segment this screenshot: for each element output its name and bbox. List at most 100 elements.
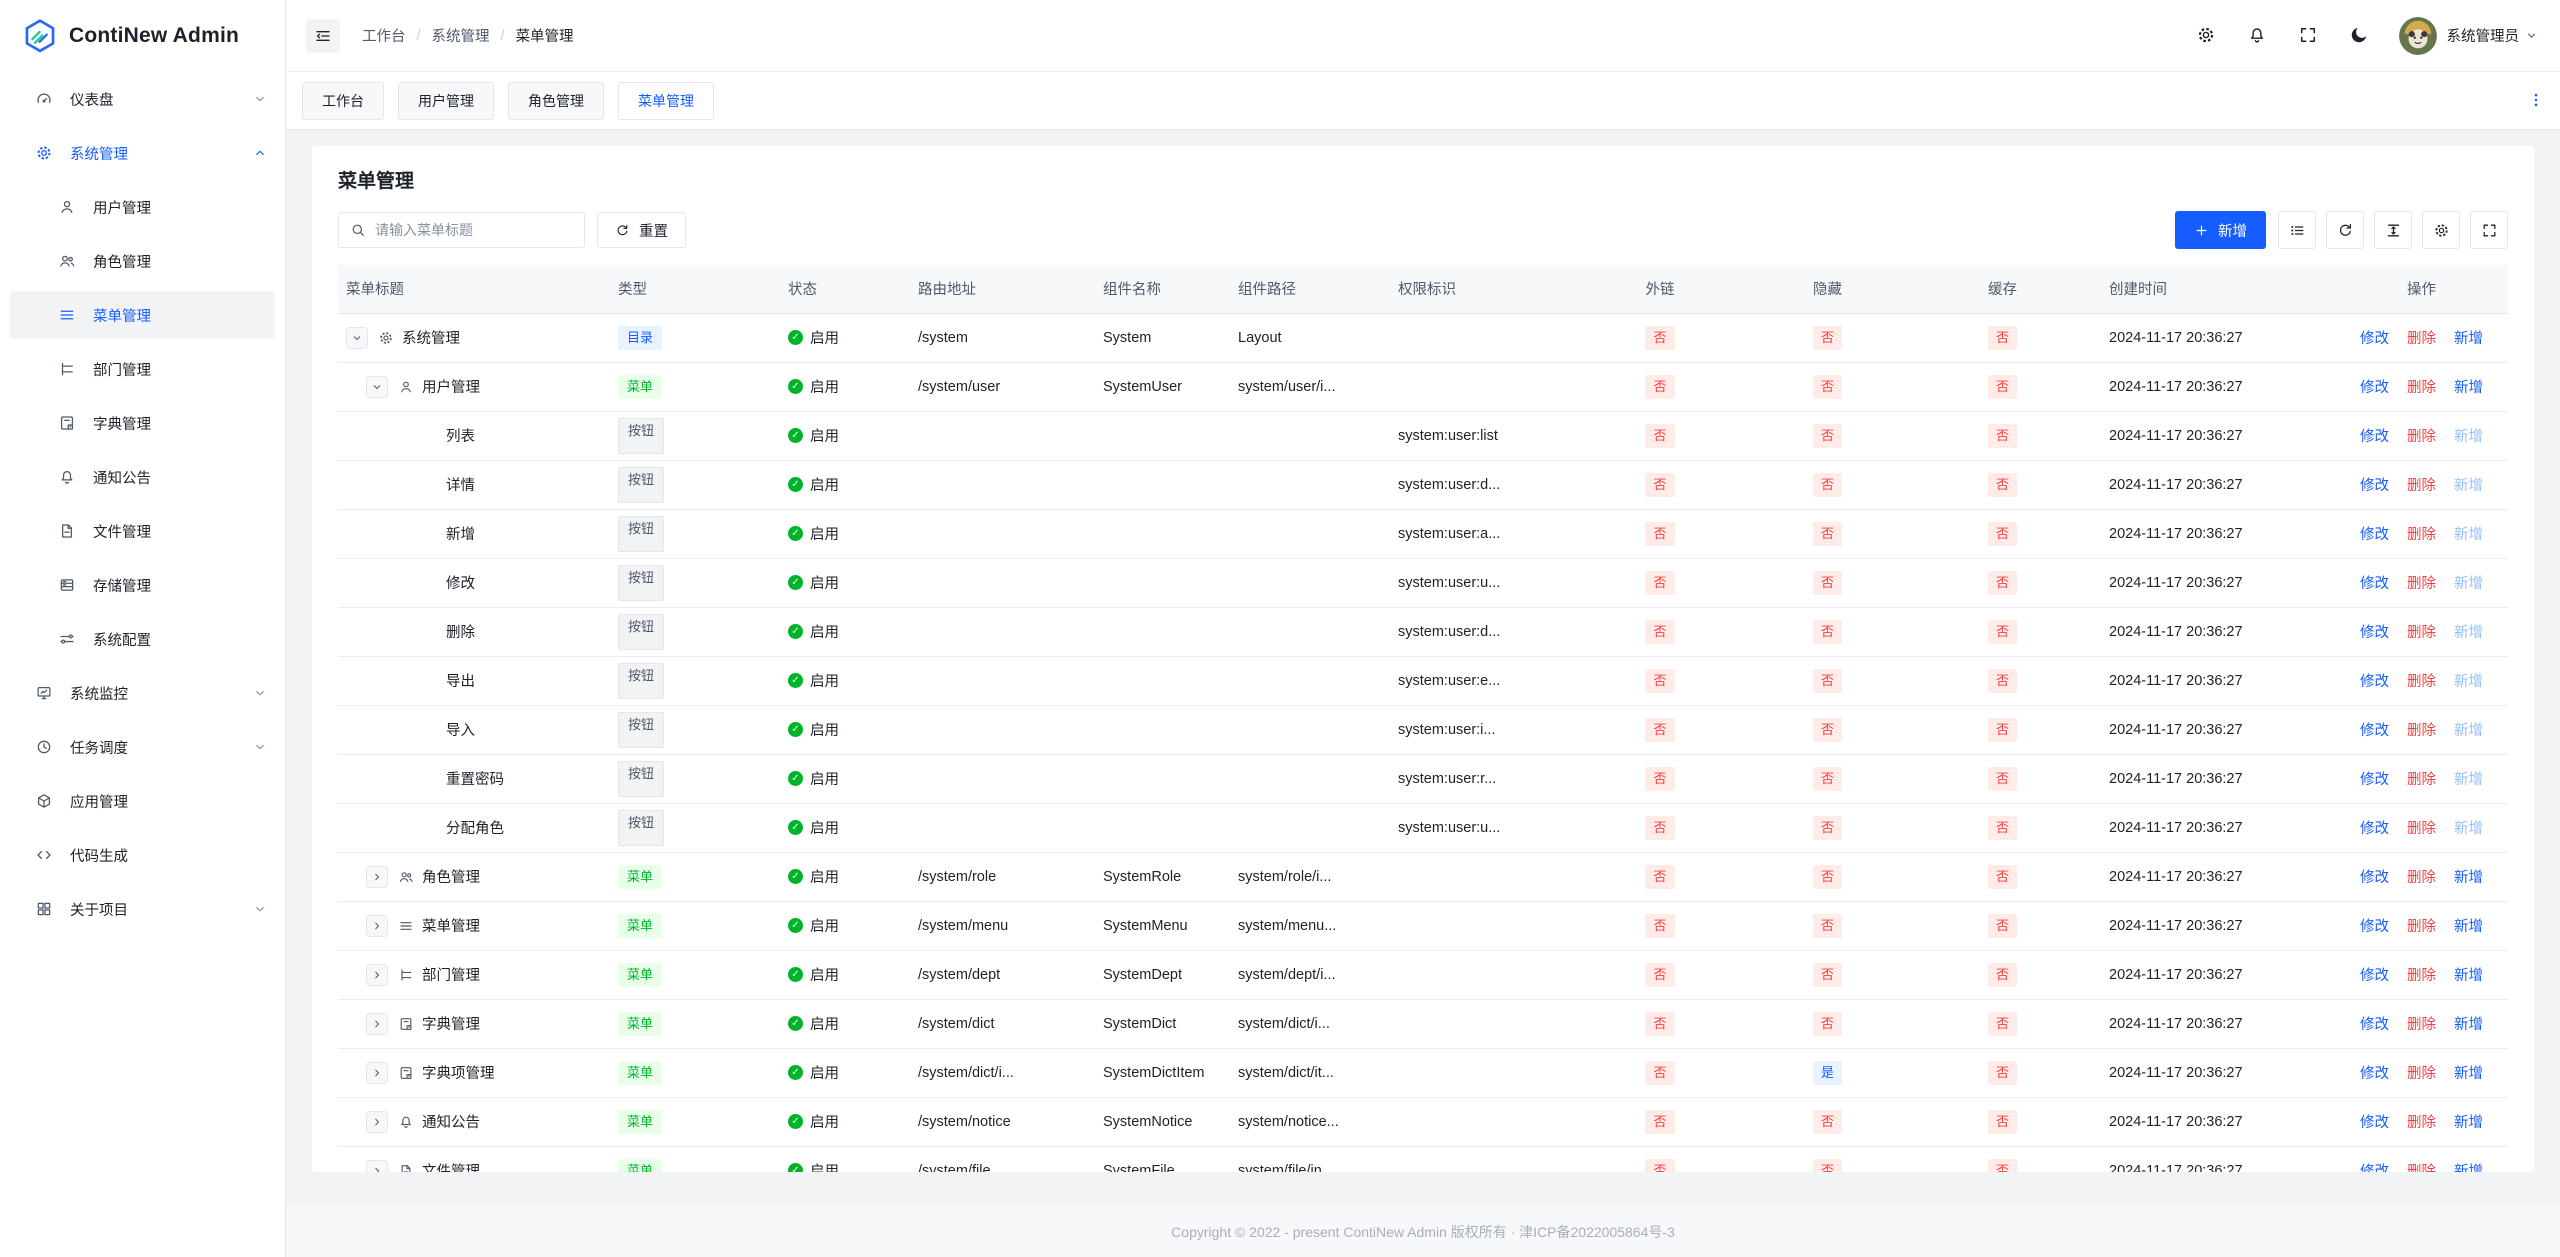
- add-child-link[interactable]: 新增: [2454, 429, 2484, 445]
- tab-角色管理[interactable]: 角色管理: [508, 81, 604, 120]
- add-child-link[interactable]: 新增: [2454, 968, 2484, 984]
- sidebar-item-dept[interactable]: 部门管理: [0, 342, 285, 396]
- delete-link[interactable]: 删除: [2407, 1164, 2436, 1172]
- add-child-link[interactable]: 新增: [2454, 527, 2484, 543]
- sidebar-item-config[interactable]: 系统配置: [0, 612, 285, 666]
- fullscreen-button[interactable]: [2470, 211, 2508, 249]
- tab-用户管理[interactable]: 用户管理: [398, 81, 494, 120]
- add-child-link[interactable]: 新增: [2454, 1017, 2484, 1033]
- delete-link[interactable]: 删除: [2407, 919, 2436, 935]
- delete-link[interactable]: 删除: [2407, 527, 2436, 543]
- settings-button[interactable]: [2195, 25, 2217, 47]
- sidebar-item-schedule[interactable]: 任务调度: [0, 720, 285, 774]
- add-child-link[interactable]: 新增: [2454, 1164, 2484, 1172]
- add-child-link[interactable]: 新增: [2454, 772, 2484, 788]
- row-expander[interactable]: [366, 1110, 388, 1133]
- delete-link[interactable]: 删除: [2407, 429, 2436, 445]
- edit-link[interactable]: 修改: [2359, 870, 2389, 886]
- add-button[interactable]: 新增: [2175, 211, 2266, 249]
- row-expander[interactable]: [366, 1159, 388, 1172]
- sidebar-item-role[interactable]: 角色管理: [0, 234, 285, 288]
- delete-link[interactable]: 删除: [2407, 1017, 2436, 1033]
- user-menu[interactable]: 系统管理员: [2399, 17, 2539, 55]
- delete-link[interactable]: 删除: [2407, 576, 2436, 592]
- edit-link[interactable]: 修改: [2359, 625, 2389, 641]
- add-child-link[interactable]: 新增: [2454, 380, 2484, 396]
- edit-link[interactable]: 修改: [2359, 1066, 2389, 1082]
- row-height-button[interactable]: [2374, 211, 2412, 249]
- edit-link[interactable]: 修改: [2359, 821, 2389, 837]
- delete-link[interactable]: 删除: [2407, 1115, 2436, 1131]
- row-expander[interactable]: [366, 914, 388, 937]
- add-child-link[interactable]: 新增: [2454, 723, 2484, 739]
- add-child-link[interactable]: 新增: [2454, 625, 2484, 641]
- delete-link[interactable]: 删除: [2407, 968, 2436, 984]
- fullscreen-button[interactable]: [2297, 25, 2319, 47]
- edit-link[interactable]: 修改: [2359, 1164, 2389, 1172]
- delete-link[interactable]: 删除: [2407, 674, 2436, 690]
- sidebar-item-about[interactable]: 关于项目: [0, 882, 285, 936]
- row-expander[interactable]: [366, 963, 388, 986]
- tab-more-button[interactable]: [2526, 91, 2546, 111]
- delete-link[interactable]: 删除: [2407, 331, 2436, 347]
- avatar[interactable]: [2399, 17, 2437, 55]
- edit-link[interactable]: 修改: [2359, 674, 2389, 690]
- edit-link[interactable]: 修改: [2359, 478, 2389, 494]
- edit-link[interactable]: 修改: [2359, 429, 2389, 445]
- edit-link[interactable]: 修改: [2359, 380, 2389, 396]
- reset-button[interactable]: 重置: [597, 212, 686, 248]
- add-child-link[interactable]: 新增: [2454, 1115, 2484, 1131]
- add-child-link[interactable]: 新增: [2454, 821, 2484, 837]
- add-child-link[interactable]: 新增: [2454, 870, 2484, 886]
- add-child-link[interactable]: 新增: [2454, 919, 2484, 935]
- row-expander[interactable]: [366, 1012, 388, 1035]
- search-input[interactable]: [375, 222, 573, 238]
- notifications-button[interactable]: [2246, 25, 2268, 47]
- sidebar-item-monitor[interactable]: 系统监控: [0, 666, 285, 720]
- breadcrumb-item[interactable]: 系统管理: [431, 29, 490, 45]
- sidebar-item-file[interactable]: 文件管理: [0, 504, 285, 558]
- tab-菜单管理[interactable]: 菜单管理: [618, 81, 714, 120]
- edit-link[interactable]: 修改: [2359, 1115, 2389, 1131]
- column-settings-button[interactable]: [2422, 211, 2460, 249]
- row-expander[interactable]: [366, 1061, 388, 1084]
- delete-link[interactable]: 删除: [2407, 1066, 2436, 1082]
- delete-link[interactable]: 删除: [2407, 870, 2436, 886]
- add-child-link[interactable]: 新增: [2454, 674, 2484, 690]
- sidebar-item-dict[interactable]: 字典管理: [0, 396, 285, 450]
- delete-link[interactable]: 删除: [2407, 478, 2436, 494]
- row-expander[interactable]: [366, 375, 388, 398]
- delete-link[interactable]: 删除: [2407, 723, 2436, 739]
- edit-link[interactable]: 修改: [2359, 772, 2389, 788]
- edit-link[interactable]: 修改: [2359, 576, 2389, 592]
- sidebar-item-dashboard[interactable]: 仪表盘: [0, 72, 285, 126]
- edit-link[interactable]: 修改: [2359, 968, 2389, 984]
- sidebar-collapse-button[interactable]: [306, 18, 340, 53]
- dark-mode-button[interactable]: [2348, 25, 2370, 47]
- row-expander[interactable]: [366, 865, 388, 888]
- breadcrumb-item[interactable]: 工作台: [362, 29, 406, 45]
- edit-link[interactable]: 修改: [2359, 723, 2389, 739]
- edit-link[interactable]: 修改: [2359, 331, 2389, 347]
- sidebar-item-apps[interactable]: 应用管理: [0, 774, 285, 828]
- delete-link[interactable]: 删除: [2407, 380, 2436, 396]
- row-expander[interactable]: [346, 326, 368, 349]
- add-child-link[interactable]: 新增: [2454, 1066, 2484, 1082]
- edit-link[interactable]: 修改: [2359, 527, 2389, 543]
- sidebar-item-system[interactable]: 系统管理: [0, 126, 285, 180]
- list-view-button[interactable]: [2278, 211, 2316, 249]
- add-child-link[interactable]: 新增: [2454, 331, 2484, 347]
- edit-link[interactable]: 修改: [2359, 919, 2389, 935]
- tab-工作台[interactable]: 工作台: [302, 81, 384, 120]
- delete-link[interactable]: 删除: [2407, 821, 2436, 837]
- edit-link[interactable]: 修改: [2359, 1017, 2389, 1033]
- add-child-link[interactable]: 新增: [2454, 576, 2484, 592]
- delete-link[interactable]: 删除: [2407, 772, 2436, 788]
- sidebar-item-notice[interactable]: 通知公告: [0, 450, 285, 504]
- add-child-link[interactable]: 新增: [2454, 478, 2484, 494]
- sidebar-item-user[interactable]: 用户管理: [0, 180, 285, 234]
- sidebar-item-storage[interactable]: 存储管理: [0, 558, 285, 612]
- sidebar-item-menu[interactable]: 菜单管理: [10, 291, 275, 339]
- refresh-button[interactable]: [2326, 211, 2364, 249]
- breadcrumb-item[interactable]: 菜单管理: [515, 29, 574, 45]
